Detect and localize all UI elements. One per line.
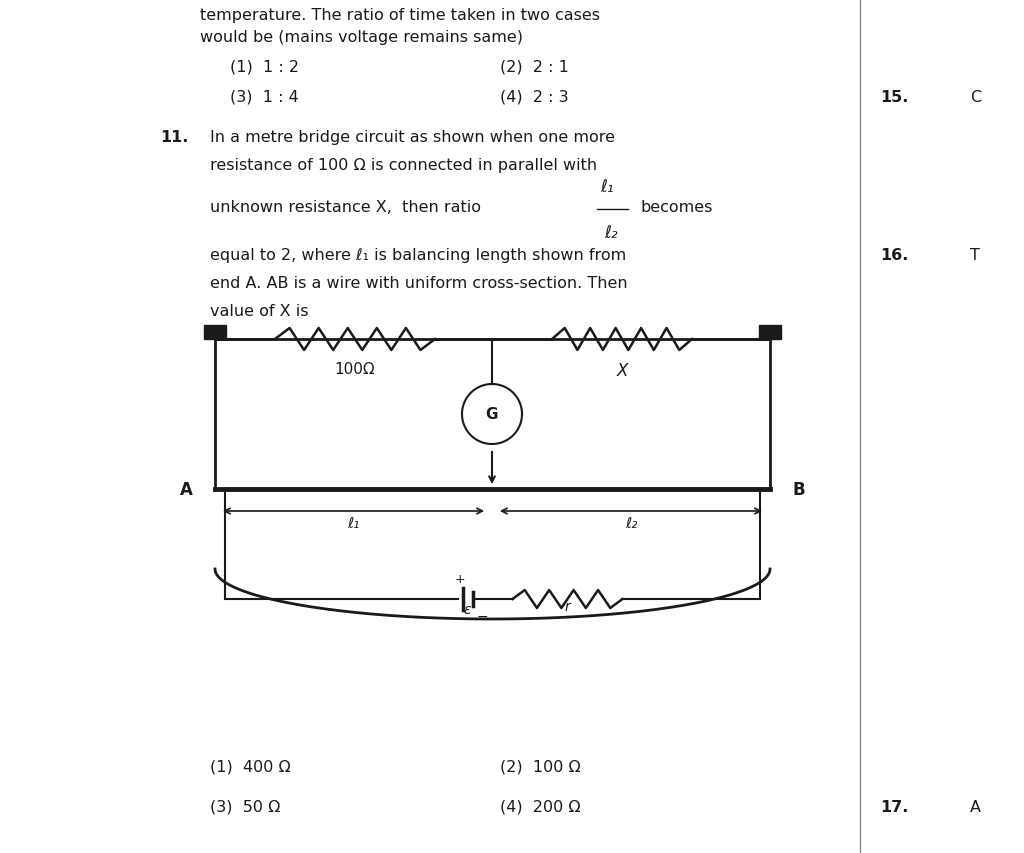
Text: X: X bbox=[616, 362, 628, 380]
Text: C: C bbox=[970, 90, 981, 105]
Text: 100Ω: 100Ω bbox=[335, 362, 376, 376]
Text: (2)  2 : 1: (2) 2 : 1 bbox=[500, 60, 569, 75]
Bar bbox=[204, 326, 226, 339]
Text: −: − bbox=[476, 609, 488, 624]
Text: resistance of 100 Ω is connected in parallel with: resistance of 100 Ω is connected in para… bbox=[210, 158, 597, 173]
Text: (2)  100 Ω: (2) 100 Ω bbox=[500, 759, 581, 774]
Text: G: G bbox=[485, 407, 499, 422]
Text: A: A bbox=[970, 799, 981, 814]
Text: A: A bbox=[180, 480, 193, 498]
Text: In a metre bridge circuit as shown when one more: In a metre bridge circuit as shown when … bbox=[210, 130, 615, 145]
Text: temperature. The ratio of time taken in two cases: temperature. The ratio of time taken in … bbox=[200, 8, 600, 23]
Text: (4)  2 : 3: (4) 2 : 3 bbox=[500, 90, 568, 105]
Text: value of X is: value of X is bbox=[210, 304, 308, 319]
Text: would be (mains voltage remains same): would be (mains voltage remains same) bbox=[200, 30, 523, 45]
Text: 16.: 16. bbox=[880, 247, 908, 263]
Bar bbox=[759, 326, 781, 339]
Text: +: + bbox=[455, 572, 465, 585]
Text: equal to 2, where ℓ₁ is balancing length shown from: equal to 2, where ℓ₁ is balancing length… bbox=[210, 247, 627, 263]
Text: ℓ₁: ℓ₁ bbox=[347, 515, 359, 531]
Text: ℓ₂: ℓ₂ bbox=[625, 515, 637, 531]
Text: becomes: becomes bbox=[640, 200, 713, 215]
Text: unknown resistance X,  then ratio: unknown resistance X, then ratio bbox=[210, 200, 481, 215]
Text: ℓ₁: ℓ₁ bbox=[600, 177, 613, 196]
Text: ℓ₂: ℓ₂ bbox=[604, 223, 617, 241]
Text: 15.: 15. bbox=[880, 90, 908, 105]
Text: (3)  1 : 4: (3) 1 : 4 bbox=[230, 90, 299, 105]
Text: B: B bbox=[792, 480, 805, 498]
Text: (4)  200 Ω: (4) 200 Ω bbox=[500, 799, 581, 814]
Text: T: T bbox=[970, 247, 980, 263]
Text: 17.: 17. bbox=[880, 799, 908, 814]
Text: (1)  400 Ω: (1) 400 Ω bbox=[210, 759, 291, 774]
Text: end A. AB is a wire with uniform cross-section. Then: end A. AB is a wire with uniform cross-s… bbox=[210, 276, 628, 291]
Text: (3)  50 Ω: (3) 50 Ω bbox=[210, 799, 281, 814]
Text: ε: ε bbox=[464, 602, 471, 616]
Text: (1)  1 : 2: (1) 1 : 2 bbox=[230, 60, 299, 75]
Text: r: r bbox=[564, 600, 570, 613]
Text: 11.: 11. bbox=[160, 130, 188, 145]
